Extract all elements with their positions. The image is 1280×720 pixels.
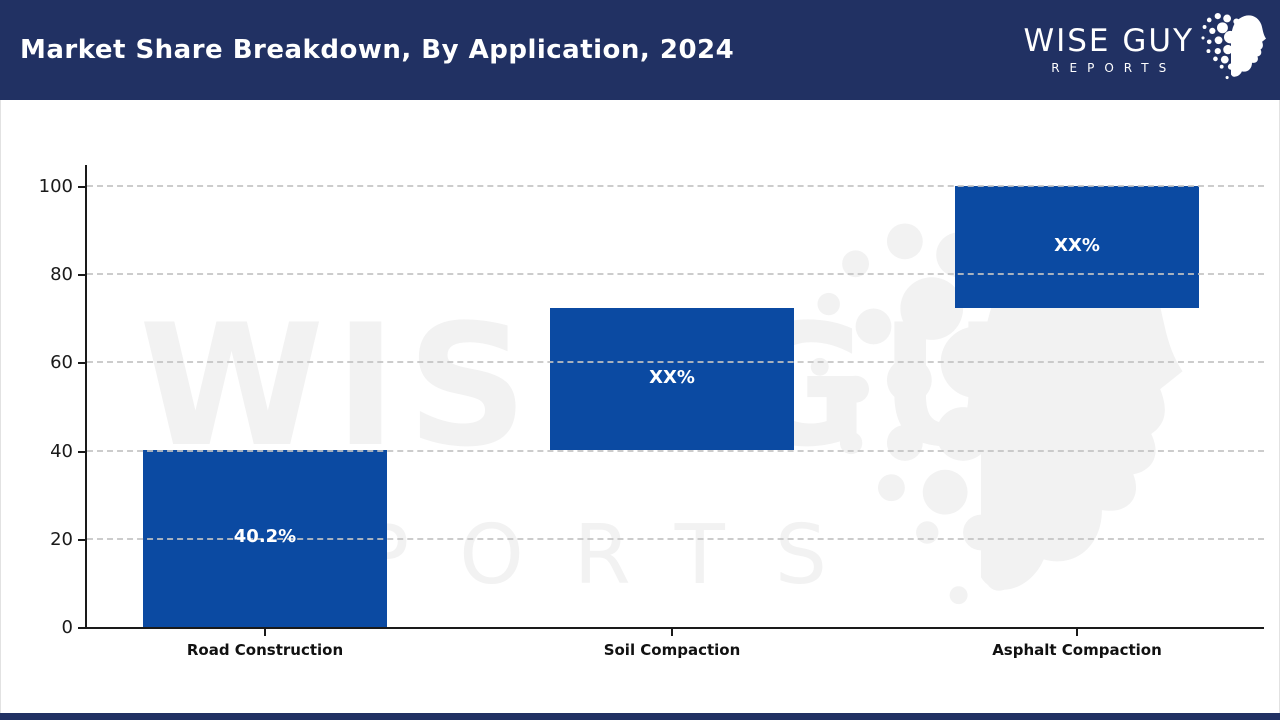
y-gridline (87, 185, 1264, 187)
bar-segment (550, 307, 794, 450)
y-gridline (87, 449, 1264, 452)
y-tick-label: 40 (50, 440, 73, 462)
footer-bar (0, 713, 1280, 720)
logo-text: WISE GUY REPORTS (1023, 23, 1194, 75)
dotted-head-logo-icon (1196, 9, 1266, 91)
y-tick (78, 538, 85, 541)
logo-wordmark: WISE GUY (1023, 23, 1194, 59)
wise-guy-reports-logo: WISE GUY REPORTS (1023, 9, 1280, 91)
x-axis-line (85, 627, 1264, 629)
y-tick-label: 20 (50, 528, 73, 550)
x-tick (671, 629, 673, 636)
y-tick (78, 186, 85, 188)
y-tick-label: 100 (38, 176, 73, 197)
y-tick (78, 274, 85, 277)
x-tick (264, 629, 266, 636)
y-tick (78, 450, 85, 453)
y-gridline (87, 273, 1264, 276)
y-gridline (87, 361, 1264, 364)
logo-subtitle: REPORTS (1051, 61, 1177, 75)
y-tick (78, 362, 85, 365)
x-tick (1076, 629, 1078, 636)
bar-value-label: XX% (1054, 234, 1100, 256)
chart-title: Market Share Breakdown, By Application, … (20, 35, 735, 65)
y-tick-label: 0 (61, 617, 73, 638)
x-category-label: Soil Compaction (603, 641, 741, 659)
y-axis-line (85, 165, 87, 629)
chart-area: WISE GUY REPORTS 40.2% XX% XX% 0 20 40 60 80 100… (0, 100, 1280, 714)
bar-value-label: XX% (649, 366, 695, 388)
y-tick-label: 60 (50, 352, 73, 374)
bar-value-label: 40.2% (233, 526, 297, 548)
header-bar: Market Share Breakdown, By Application, … (0, 0, 1280, 100)
bar-segment (955, 186, 1199, 308)
x-category-label: Road Construction (186, 641, 344, 659)
y-tick (78, 627, 85, 629)
y-gridline (87, 537, 1264, 540)
x-category-label: Asphalt Compaction (992, 641, 1162, 659)
y-tick-label: 80 (50, 264, 73, 286)
